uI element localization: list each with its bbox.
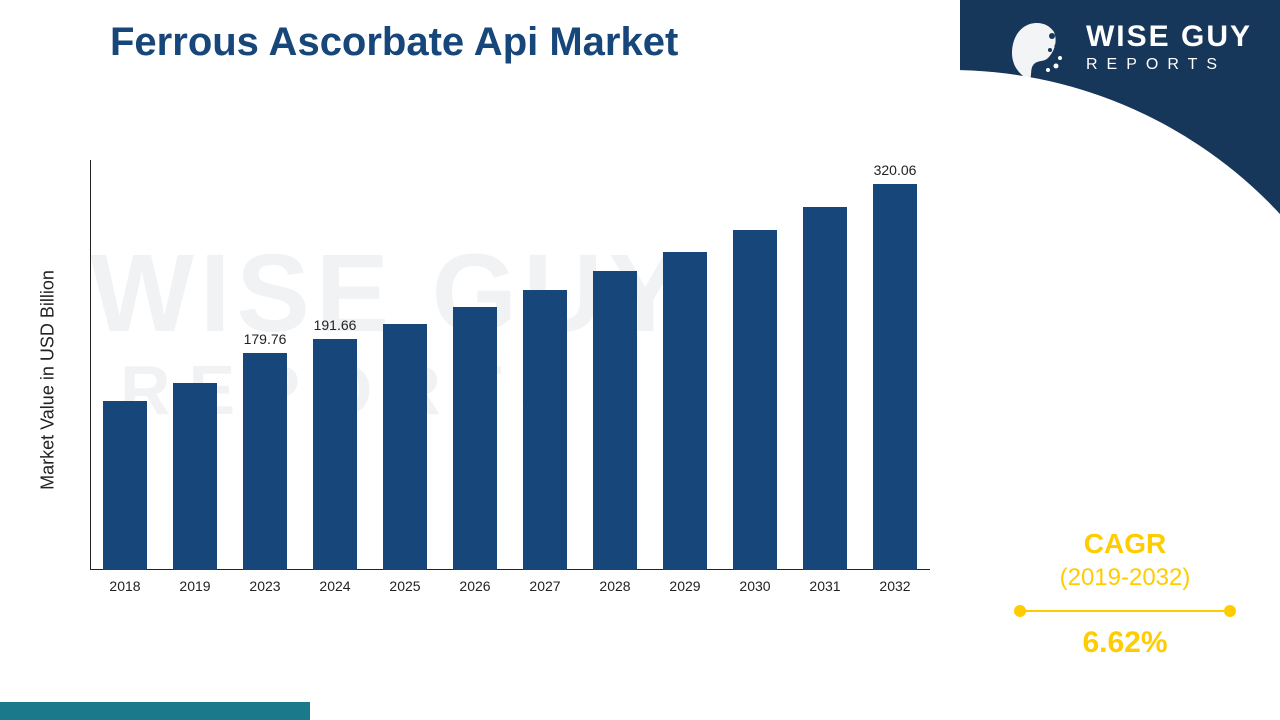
bar-value-label: 179.76 [244, 331, 287, 347]
x-tick-label: 2032 [855, 578, 935, 594]
bar [873, 184, 916, 570]
bar [523, 290, 566, 570]
chart-title: Ferrous Ascorbate Api Market [110, 20, 678, 65]
bar [243, 353, 286, 570]
bar [663, 252, 706, 570]
cagr-label: CAGR [1010, 528, 1240, 560]
bar-value-label: 191.66 [314, 317, 357, 333]
x-tick-label: 2024 [295, 578, 375, 594]
bar [593, 271, 636, 570]
logo-line2: REPORTS [1086, 56, 1252, 74]
side-panel: WISE GUY REPORTS CAGR (2019-2032) 6.62% [960, 0, 1280, 720]
cagr-value: 6.62% [1010, 626, 1240, 660]
cagr-divider [1020, 610, 1230, 612]
bar [173, 383, 216, 570]
x-tick-label: 2030 [715, 578, 795, 594]
bar [733, 230, 776, 570]
x-tick-label: 2029 [645, 578, 725, 594]
logo-text: WISE GUY REPORTS [1086, 22, 1252, 74]
bar-value-label: 320.06 [874, 162, 917, 178]
bar [383, 324, 426, 570]
logo-line1: WISE GUY [1086, 22, 1252, 52]
bar [803, 207, 846, 570]
bar-chart: Market Value in USD Billion 201820192023… [60, 160, 930, 600]
x-tick-label: 2028 [575, 578, 655, 594]
x-tick-label: 2023 [225, 578, 305, 594]
x-tick-label: 2019 [155, 578, 235, 594]
x-tick-label: 2025 [365, 578, 445, 594]
cagr-range: (2019-2032) [1010, 564, 1240, 592]
root: WISE GUY REPORTS CAGR (2019-2032) 6.62% … [0, 0, 1280, 720]
x-tick-label: 2018 [85, 578, 165, 594]
plot-area: 201820192023179.762024191.66202520262027… [90, 160, 930, 570]
cagr-box: CAGR (2019-2032) 6.62% [1010, 528, 1240, 660]
bar [103, 401, 146, 570]
logo-head-icon [1002, 18, 1072, 88]
bottom-accent-bar [0, 702, 310, 720]
bar [313, 339, 356, 570]
bar [453, 307, 496, 570]
x-tick-label: 2026 [435, 578, 515, 594]
x-tick-label: 2031 [785, 578, 865, 594]
x-tick-label: 2027 [505, 578, 585, 594]
y-axis-label: Market Value in USD Billion [38, 270, 59, 490]
